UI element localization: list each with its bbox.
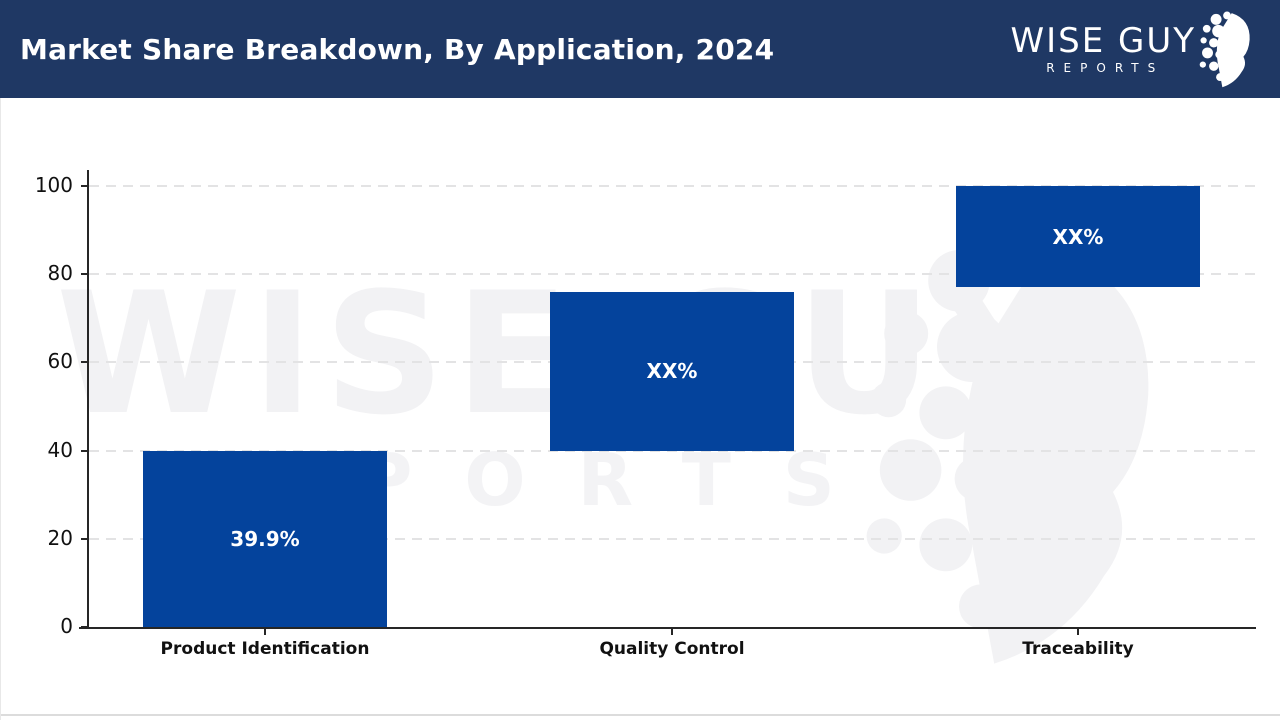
wiseguy-logo-text: WISE GUY REPORTS [1010,24,1196,74]
y-tick-mark [81,537,89,540]
y-tick-mark [81,361,89,364]
y-axis [87,170,89,627]
x-axis [79,627,1256,629]
y-tick-label: 0 [60,614,73,638]
x-category-label: Traceability [1022,639,1134,659]
y-tick-mark [81,273,89,276]
wiseguy-logo: WISE GUY REPORTS [1010,10,1256,88]
bottom-divider [1,714,1280,716]
gridline [89,273,1256,276]
bar: XX% [550,291,794,451]
gridline [89,537,1256,540]
wiseguy-logo-wordmark: WISE GUY [1010,21,1196,61]
y-tick-label: 60 [47,349,73,374]
bar: 39.9% [143,451,387,627]
x-tick-mark [1077,627,1079,635]
y-tick-mark [81,449,89,452]
bar-value-label: 39.9% [230,527,300,551]
gridline [89,185,1256,187]
x-tick-mark [671,627,673,635]
y-tick-label: 100 [34,173,73,197]
bar-value-label: XX% [646,359,698,384]
y-tick-label: 80 [47,261,73,286]
bar-value-label: XX% [1052,224,1104,249]
x-tick-mark [264,627,266,635]
y-tick-label: 40 [47,437,73,462]
y-tick-label: 20 [47,525,73,550]
watermark-face-icon [866,236,1149,664]
x-category-label: Quality Control [599,639,745,659]
y-tick-mark [81,185,89,187]
header-banner: Market Share Breakdown, By Application, … [0,0,1280,98]
wiseguy-logo-face-icon [1199,11,1250,88]
chart-area: WISE GUY REPORTS 0 20 40 60 80 100 39.9% Produc… [0,98,1280,720]
page-title: Market Share Breakdown, By Application, … [20,32,775,66]
bar: XX% [956,186,1200,288]
wiseguy-logo-subtext: REPORTS [1046,61,1165,75]
x-category-label: Product Identification [160,639,370,659]
gridline [89,449,1256,452]
